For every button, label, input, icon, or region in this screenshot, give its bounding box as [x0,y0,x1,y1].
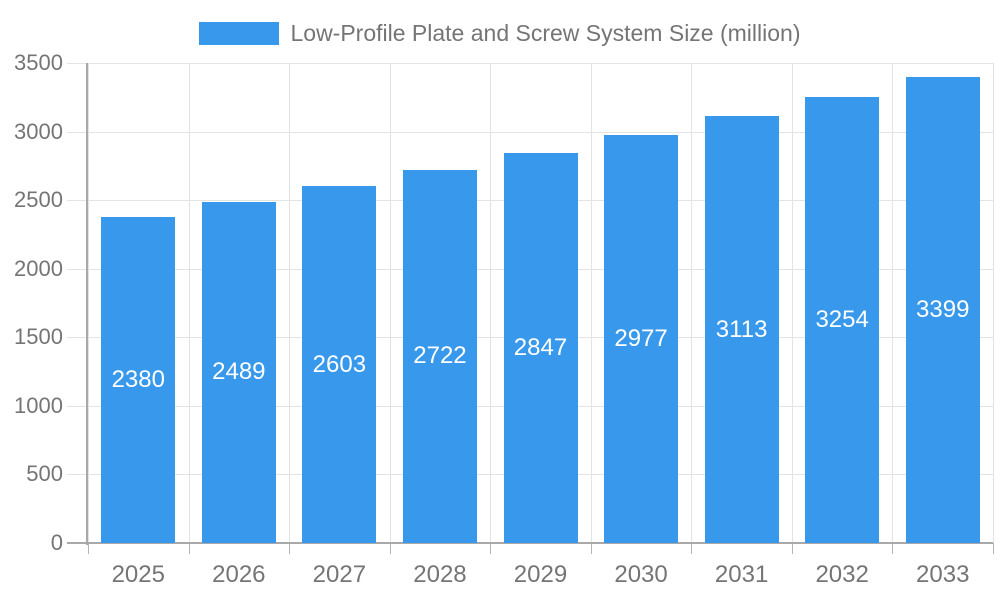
x-tick-label: 2026 [212,561,266,588]
bar [805,96,880,543]
bar [302,186,377,543]
bar [101,216,176,543]
bar-value-label: 2977 [614,324,668,352]
gridline-horizontal [67,63,993,64]
legend-item[interactable]: Low-Profile Plate and Screw System Size … [199,19,801,47]
bar-value-label: 2489 [212,358,266,386]
x-tick-label: 2029 [513,561,568,588]
x-axis-tick [590,543,592,554]
legend-swatch [199,21,280,45]
y-tick-label: 3000 [14,118,63,144]
legend-label: Low-Profile Plate and Screw System Size … [290,19,801,46]
x-tick-label: 2028 [413,561,467,588]
bar-value-label: 3254 [815,305,869,333]
bar [201,201,276,543]
y-tick-label: 1000 [14,392,63,418]
gridline-vertical [389,63,391,543]
gridline-vertical [289,63,291,543]
gridline-vertical [188,63,190,543]
x-tick-label: 2027 [312,561,367,588]
bar [905,76,980,543]
y-tick-label: 500 [26,461,63,487]
bar-value-label: 2603 [312,350,367,378]
x-axis-tick [892,543,894,554]
bar [704,116,779,543]
gridline-vertical [490,63,492,543]
bar [402,169,477,543]
x-axis-tick [993,543,994,554]
x-tick-label: 2031 [714,561,769,588]
bar-value-label: 2380 [111,365,165,393]
x-axis-tick [490,543,492,554]
legend: Low-Profile Plate and Screw System Size … [0,10,1000,56]
x-axis-tick [188,543,190,554]
bar [604,134,679,543]
x-axis-tick [791,543,793,554]
y-axis-line [86,63,88,545]
gridline-vertical [590,63,592,543]
gridline-vertical [892,63,894,543]
x-tick-label: 2032 [815,561,869,588]
bar-value-label: 2847 [513,333,568,361]
gridline-vertical [993,63,994,543]
gridline-vertical [791,63,793,543]
x-tick-label: 2033 [916,561,970,588]
gridline-vertical [88,63,89,543]
bar-value-label: 3399 [916,295,970,323]
bar [503,152,578,543]
x-tick-label: 2025 [111,561,165,588]
y-tick-label: 2500 [14,187,63,213]
x-tick-label: 2030 [614,561,668,588]
y-tick-label: 0 [50,530,63,555]
x-axis-tick [691,543,693,554]
y-tick-label: 3500 [14,50,63,75]
x-axis-tick [88,543,89,554]
gridline-horizontal [67,131,993,133]
x-axis-tick [289,543,291,554]
gridline-vertical [691,63,693,543]
bar-value-label: 2722 [413,342,467,370]
bar-value-label: 3113 [715,315,768,343]
x-axis-tick [389,543,391,554]
y-tick-label: 2000 [14,255,63,281]
x-axis-line [67,542,993,544]
y-tick-label: 1500 [14,324,63,350]
